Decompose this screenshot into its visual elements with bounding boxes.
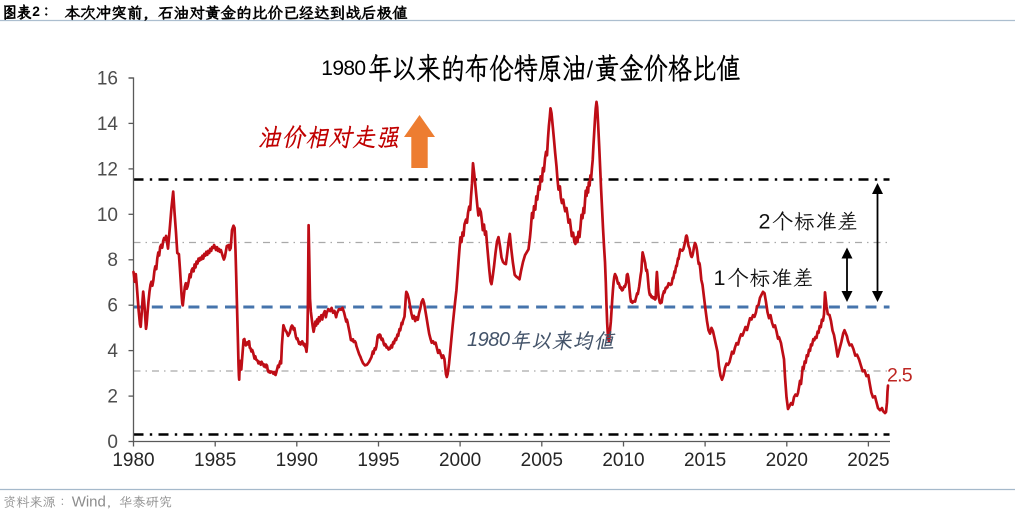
svg-text:2000: 2000: [439, 450, 481, 471]
svg-text:2010: 2010: [602, 450, 644, 471]
svg-text:1980: 1980: [321, 57, 365, 80]
svg-text:16: 16: [97, 69, 118, 90]
svg-text:2005: 2005: [521, 450, 563, 471]
svg-text:2020: 2020: [766, 450, 808, 471]
svg-text:1: 1: [714, 266, 726, 290]
svg-text:4: 4: [107, 341, 118, 362]
svg-text:10: 10: [97, 205, 118, 226]
svg-text:6: 6: [107, 296, 118, 317]
svg-text:2025: 2025: [847, 450, 889, 471]
svg-text:2: 2: [759, 210, 771, 234]
svg-text:1990: 1990: [276, 450, 318, 471]
svg-text:2.5: 2.5: [887, 365, 913, 387]
svg-text:1995: 1995: [357, 450, 399, 471]
svg-text:/: /: [587, 56, 594, 82]
svg-text:0: 0: [107, 432, 118, 453]
svg-text:1985: 1985: [194, 450, 236, 471]
svg-text:12: 12: [97, 159, 118, 180]
svg-text:2: 2: [107, 387, 118, 408]
svg-text:Wind: Wind: [72, 494, 106, 511]
svg-text:2: 2: [32, 4, 40, 19]
svg-text:2015: 2015: [684, 450, 726, 471]
svg-text:1980: 1980: [112, 450, 154, 471]
svg-text:14: 14: [97, 114, 119, 135]
svg-text:1980: 1980: [467, 329, 510, 351]
svg-text:8: 8: [107, 250, 118, 271]
